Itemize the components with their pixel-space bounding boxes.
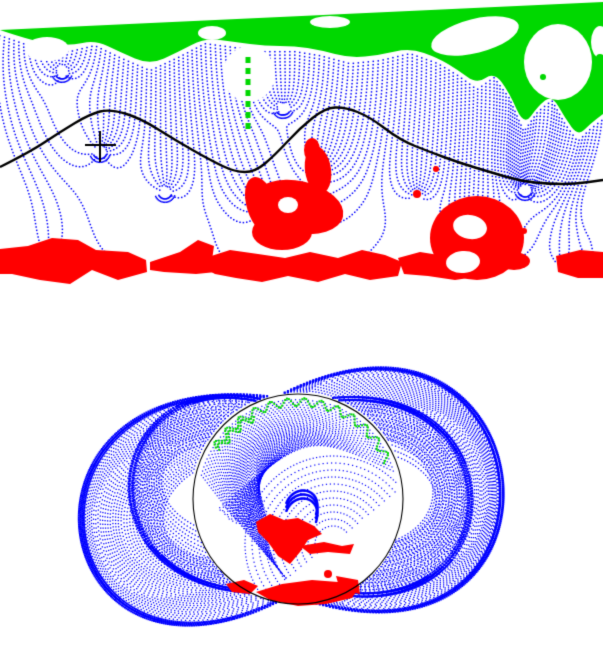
sphere-3d-panel xyxy=(0,300,603,645)
synoptic-map-panel xyxy=(0,0,603,300)
